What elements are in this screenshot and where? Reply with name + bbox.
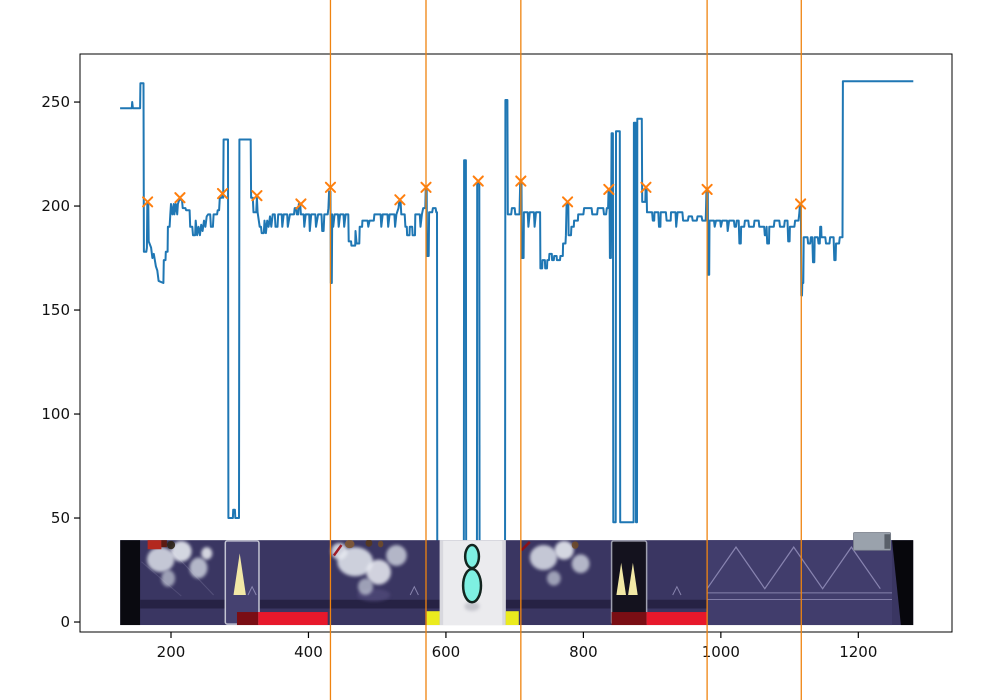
y-tick-label: 150 <box>41 301 70 319</box>
x-tick-label: 400 <box>294 643 323 661</box>
y-tick-label: 250 <box>41 93 70 111</box>
y-tick-label: 200 <box>41 197 70 215</box>
signal-line <box>120 80 914 599</box>
x-tick-label: 1000 <box>702 643 740 661</box>
y-tick-label: 0 <box>60 613 70 631</box>
x-tick-label: 600 <box>432 643 461 661</box>
y-tick-label: 50 <box>51 509 70 527</box>
filmstrip-inset <box>120 540 914 626</box>
x-tick-label: 1200 <box>839 643 877 661</box>
x-tick-label: 200 <box>157 643 186 661</box>
x-axis-ticks: 200 400 600 800 1000 1200 <box>157 632 877 661</box>
event-vlines <box>329 0 802 700</box>
axes-frame <box>79 53 953 633</box>
y-tick-label: 100 <box>41 405 70 423</box>
x-tick-label: 800 <box>569 643 598 661</box>
y-axis-ticks: 0 50 100 150 200 250 <box>41 93 80 631</box>
filmstrip-score-box <box>853 532 892 551</box>
